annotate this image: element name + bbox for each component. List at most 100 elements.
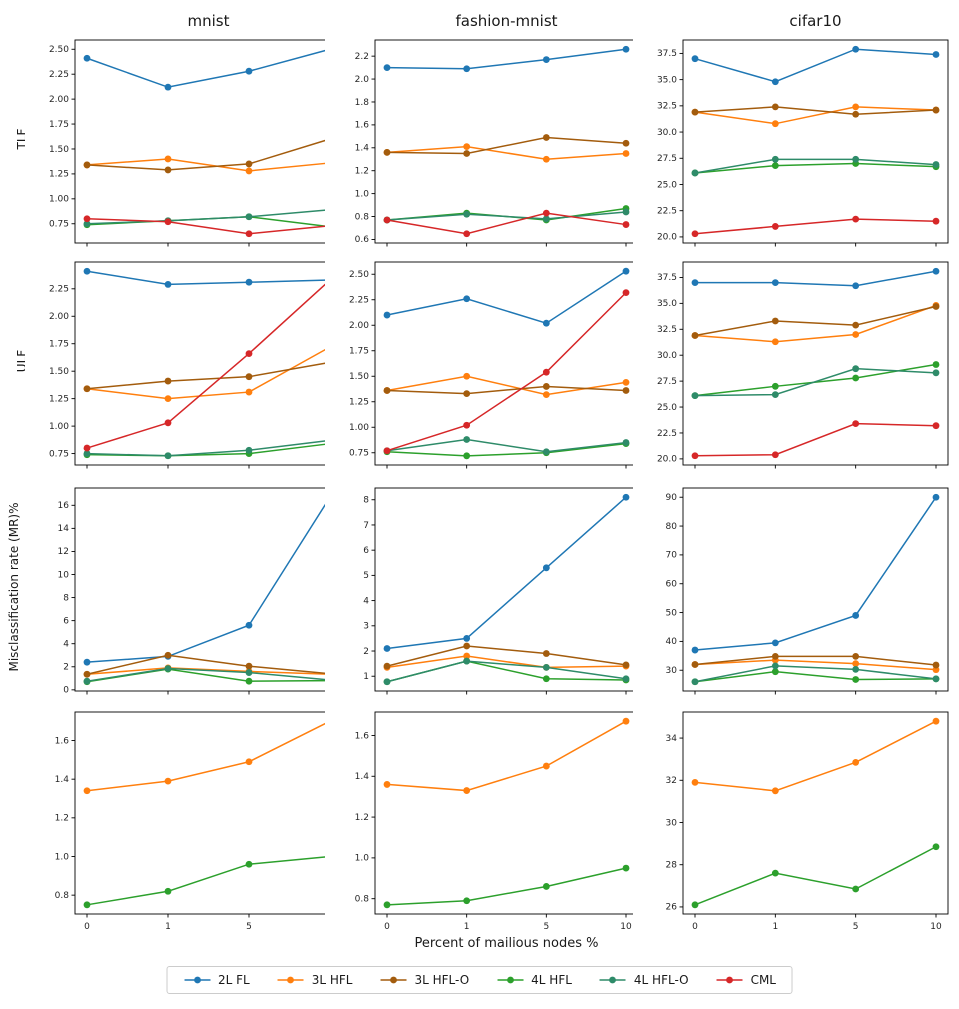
- svg-text:1.25: 1.25: [49, 170, 69, 180]
- svg-text:35.0: 35.0: [657, 299, 677, 309]
- column-title-mnist: mnist: [187, 12, 230, 30]
- legend-marker-4l-hfl: [497, 976, 524, 984]
- svg-text:2.00: 2.00: [49, 95, 69, 105]
- svg-text:5: 5: [363, 571, 369, 581]
- svg-text:37.5: 37.5: [657, 273, 677, 283]
- svg-text:0.75: 0.75: [49, 449, 69, 459]
- subplot-ulf-cifar10: 20.0 22.5 25.0 27.5 30.0 32.5 35.0 37.5: [633, 256, 953, 472]
- svg-text:10: 10: [58, 570, 70, 580]
- legend-item-3l-hfl-o: 3L HFL-O: [380, 973, 470, 987]
- legend-item-3l-hfl: 3L HFL: [277, 973, 353, 987]
- svg-text:10: 10: [930, 922, 942, 932]
- svg-text:0: 0: [84, 922, 90, 932]
- svg-text:0.8: 0.8: [355, 212, 370, 222]
- subplot-tlf-mnist: 0.75 1.00 1.25 1.50 1.75 2.00 2.25 2.50: [25, 34, 347, 250]
- svg-text:40: 40: [666, 637, 678, 647]
- legend-marker-3l-hfl: [277, 976, 304, 984]
- svg-text:1.25: 1.25: [49, 394, 69, 404]
- svg-text:2.25: 2.25: [49, 70, 69, 80]
- legend-marker-2l-fl: [184, 976, 211, 984]
- subplot-ulf-mnist: 0.75 1.00 1.25 1.50 1.75 2.00 2.25: [25, 256, 347, 472]
- svg-text:1.4: 1.4: [55, 775, 70, 785]
- svg-text:1.0: 1.0: [55, 852, 70, 862]
- svg-text:0.8: 0.8: [355, 894, 370, 904]
- column-title-fashion-mnist: fashion-mnist: [455, 12, 558, 30]
- svg-text:2.25: 2.25: [49, 285, 69, 295]
- svg-text:2.50: 2.50: [49, 45, 69, 55]
- svg-text:6: 6: [63, 616, 69, 626]
- subplot-ssf-mnist: 0.81.01.21.41.60 1 5 10: [25, 706, 347, 951]
- svg-text:1: 1: [772, 922, 778, 932]
- svg-text:1.0: 1.0: [355, 189, 370, 199]
- svg-text:25.0: 25.0: [657, 403, 677, 413]
- subplot-csf-cifar10: 30 40 50 60 70 80 90: [633, 482, 953, 698]
- svg-text:8: 8: [63, 593, 69, 603]
- svg-text:5: 5: [543, 922, 549, 932]
- subplot-tlf-fashion-mnist: 0.6 0.8 1.0 1.2 1.4 1.6 1.8 2.0 2.2: [325, 34, 643, 250]
- svg-text:25.0: 25.0: [657, 180, 677, 190]
- svg-text:8: 8: [363, 496, 369, 506]
- legend-item-4l-hfl-o: 4L HFL-O: [599, 973, 689, 987]
- legend-label: 4L HFL-O: [633, 973, 689, 987]
- svg-text:28: 28: [666, 861, 678, 871]
- svg-text:22.5: 22.5: [657, 429, 677, 439]
- subplot-ssf-cifar10: 26 28 30 32 34 0 1 5 10: [633, 706, 953, 951]
- svg-text:0.75: 0.75: [49, 220, 69, 230]
- svg-text:1.2: 1.2: [355, 813, 369, 823]
- svg-text:27.5: 27.5: [657, 154, 677, 164]
- svg-text:35.0: 35.0: [657, 75, 677, 85]
- svg-text:12: 12: [58, 547, 69, 557]
- column-title-cifar10: cifar10: [789, 12, 842, 30]
- svg-text:70: 70: [666, 551, 678, 561]
- svg-text:4: 4: [363, 596, 369, 606]
- svg-text:32: 32: [666, 776, 677, 786]
- svg-text:1.50: 1.50: [49, 145, 69, 155]
- svg-text:1.4: 1.4: [355, 772, 370, 782]
- svg-text:2.00: 2.00: [49, 312, 69, 322]
- svg-text:7: 7: [363, 521, 369, 531]
- legend-label: 2L FL: [218, 973, 250, 987]
- svg-text:30: 30: [666, 666, 678, 676]
- subplot-csf-fashion-mnist: 1 2 3 4 5 6 7 8: [325, 482, 643, 698]
- legend-label: CML: [750, 973, 776, 987]
- subplot-csf-mnist: 0 2 4 6 8 10 12 14 16: [25, 482, 347, 698]
- svg-text:1.6: 1.6: [355, 731, 370, 741]
- svg-text:1.2: 1.2: [355, 167, 369, 177]
- svg-text:26: 26: [666, 903, 678, 913]
- svg-text:30.0: 30.0: [657, 128, 677, 138]
- svg-text:1.00: 1.00: [349, 423, 369, 433]
- legend-marker-4l-hfl-o: [599, 976, 626, 984]
- svg-text:16: 16: [58, 501, 70, 511]
- legend-label: 3L HFL-O: [414, 973, 470, 987]
- svg-text:20.0: 20.0: [657, 233, 677, 243]
- svg-text:27.5: 27.5: [657, 377, 677, 387]
- legend-item-4l-hfl: 4L HFL: [496, 973, 572, 987]
- svg-text:32.5: 32.5: [657, 102, 677, 112]
- svg-text:30: 30: [666, 818, 678, 828]
- svg-text:5: 5: [853, 922, 859, 932]
- svg-text:0.75: 0.75: [349, 449, 369, 459]
- legend-item-cml: CML: [716, 973, 776, 987]
- svg-text:0.6: 0.6: [355, 235, 370, 245]
- svg-text:1.50: 1.50: [349, 372, 369, 382]
- svg-text:37.5: 37.5: [657, 49, 677, 59]
- svg-text:1: 1: [165, 922, 171, 932]
- svg-text:34: 34: [666, 734, 678, 744]
- svg-text:4: 4: [63, 640, 69, 650]
- legend-label: 4L HFL: [531, 973, 572, 987]
- svg-text:32.5: 32.5: [657, 325, 677, 335]
- svg-text:22.5: 22.5: [657, 207, 677, 217]
- svg-text:10: 10: [620, 922, 632, 932]
- svg-text:60: 60: [666, 580, 678, 590]
- legend-marker-3l-hfl-o: [380, 976, 407, 984]
- subplot-tlf-cifar10: 20.0 22.5 25.0 27.5 30.0 32.5 35.0 37.5: [633, 34, 953, 250]
- y-axis-label: Misclassification rate (MR)%: [7, 502, 21, 672]
- svg-text:1.75: 1.75: [49, 120, 69, 130]
- legend-item-2l-fl: 2L FL: [183, 973, 250, 987]
- svg-text:1.8: 1.8: [355, 98, 370, 108]
- svg-text:30.0: 30.0: [657, 351, 677, 361]
- svg-text:1.50: 1.50: [49, 367, 69, 377]
- svg-text:1.00: 1.00: [49, 195, 69, 205]
- svg-text:80: 80: [666, 522, 678, 532]
- svg-text:2.0: 2.0: [355, 75, 370, 85]
